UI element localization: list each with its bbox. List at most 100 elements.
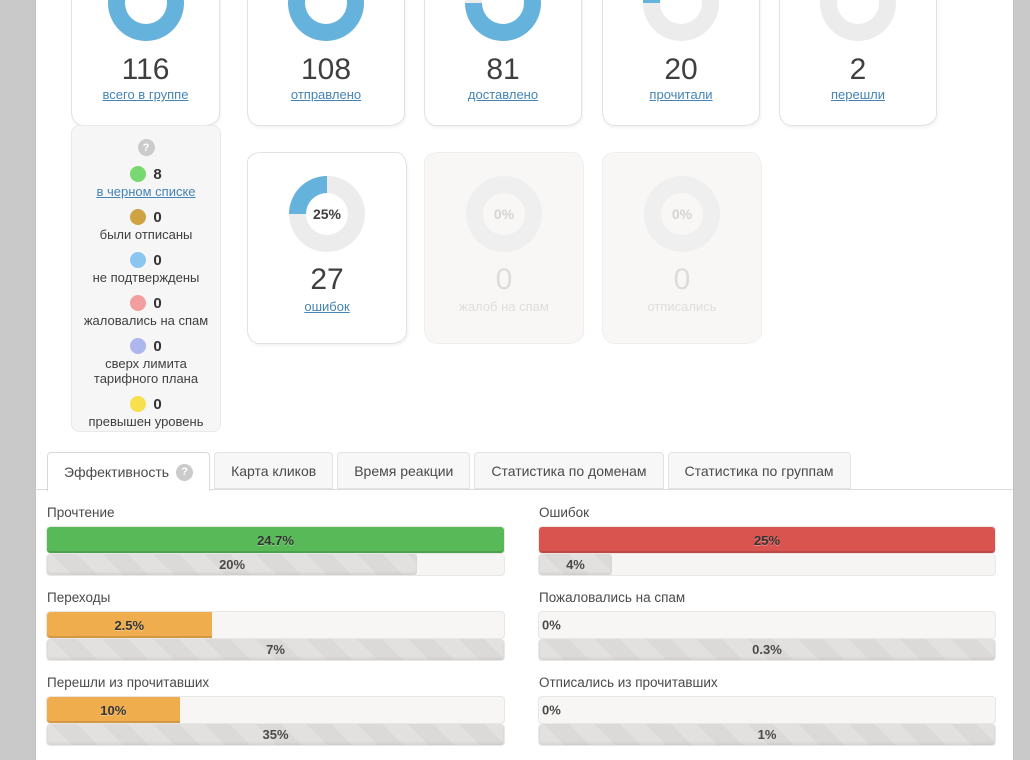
summary-card-delivered: 75% 81 доставлено	[424, 0, 582, 126]
stat-value: 0	[153, 251, 162, 269]
stat-link-blacklist[interactable]: в черном списке	[96, 184, 196, 199]
donut-chart-spam-complaints	[466, 176, 542, 252]
left-edge-strip	[0, 0, 36, 760]
card-value: 27	[310, 263, 344, 296]
tab-group-stats[interactable]: Статистика по группам	[667, 452, 851, 489]
card-link-spam-complaints: жалоб на спам	[459, 299, 549, 314]
tab-click-map[interactable]: Карта кликов	[214, 452, 334, 489]
card-value: 0	[673, 263, 691, 296]
tab-effectiveness[interactable]: Эффективность ?	[47, 452, 211, 491]
bar-title: Переходы	[47, 590, 111, 605]
average-bar-label: 20%	[219, 557, 246, 572]
stat-value: 0	[153, 395, 162, 413]
help-icon[interactable]: ?	[176, 463, 194, 481]
card-link-delivered[interactable]: доставлено	[467, 87, 539, 102]
group-stats-panel: ? 8 в черном списке 0 были отписаны 0 не…	[71, 125, 221, 432]
status-dot-over-limit	[130, 338, 147, 354]
tab-label: Эффективность	[64, 464, 170, 480]
donut-percent-label: 0%	[671, 206, 693, 222]
card-link-errors[interactable]: ошибок	[304, 299, 350, 314]
average-bar-label: 4%	[566, 557, 585, 572]
value-bar-label: 24.7%	[257, 532, 294, 548]
value-bar: 0%	[538, 696, 996, 724]
card-link-read[interactable]: прочитали	[649, 87, 713, 102]
tabs-divider	[35, 489, 1013, 490]
value-bar: 24.7%	[46, 526, 505, 554]
value-bar-fill: 10%	[47, 697, 180, 723]
help-icon[interactable]: ?	[137, 139, 155, 156]
stat-label: не подтверждены	[92, 270, 200, 285]
average-bar: 20%	[46, 554, 505, 576]
donut-percent-label: 0%	[493, 206, 515, 222]
bar-group-unsubscribed-of-read: Отписались из прочитавших 0% 1%	[538, 675, 996, 746]
tab-reaction-time[interactable]: Время реакции	[337, 452, 471, 489]
card-value: 0	[495, 263, 513, 296]
value-bar-fill: 24.7%	[47, 527, 504, 553]
bar-group-read: Прочтение 24.7% 20%	[46, 505, 505, 576]
average-bar-fill: 20%	[47, 554, 418, 575]
bar-title: Перешли из прочитавших	[47, 675, 210, 690]
value-bar-fill: 25%	[539, 527, 995, 553]
stat-label: сверх лимита тарифного плана	[93, 356, 199, 386]
value-bar: 0%	[538, 611, 996, 639]
card-link-total-in-group[interactable]: всего в группе	[102, 87, 189, 102]
tab-label: Карта кликов	[231, 462, 317, 479]
stat-item-unconfirmed: 0 не подтверждены	[92, 251, 200, 286]
average-bar: 1%	[538, 724, 996, 746]
tab-label: Время реакции	[354, 462, 454, 479]
stat-item-spam-complaints: 0 жаловались на спам	[84, 294, 208, 329]
average-bar-label: 35%	[262, 727, 289, 742]
bar-group-errors: Ошибок 25% 4%	[538, 505, 996, 576]
average-bar-fill: 35%	[47, 724, 504, 745]
value-bar-label: 0%	[542, 617, 561, 633]
summary-card-read: 24.7% 20 прочитали	[602, 0, 760, 126]
bars-left-column: Прочтение 24.7% 20% Переходы 2.5%	[46, 505, 505, 760]
summary-card-sent: 100% 108 отправлено	[247, 0, 405, 126]
right-edge-strip	[1013, 0, 1030, 760]
stat-value: 0	[153, 294, 162, 312]
value-bar-label: 10%	[100, 702, 127, 718]
card-link-clicked[interactable]: перешли	[830, 87, 885, 102]
donut-chart-read	[643, 0, 719, 41]
bar-title: Отписались из прочитавших	[539, 675, 718, 690]
average-bar-fill: 0.3%	[539, 639, 995, 660]
average-bar-fill: 1%	[539, 724, 995, 745]
value-bar: 10%	[46, 696, 505, 724]
value-bar-fill: 2.5%	[47, 612, 212, 638]
stat-label: превышен уровень беспокойства	[88, 414, 204, 431]
donut-chart-total	[107, 0, 184, 41]
detail-card-spam-complaints: 0% 0 жалоб на спам	[424, 152, 584, 344]
card-value: 20	[664, 53, 698, 86]
average-bar-fill: 4%	[539, 554, 612, 575]
detail-card-unsubscribed: 0% 0 отписались	[602, 152, 762, 344]
bar-title: Ошибок	[539, 505, 590, 520]
bar-title: Прочтение	[47, 505, 115, 520]
card-value: 116	[121, 53, 170, 86]
summary-card-clicked: 2.5% 2 перешли	[779, 0, 937, 126]
card-link-sent[interactable]: отправлено	[290, 87, 362, 102]
average-bar: 7%	[46, 639, 505, 661]
card-value: 108	[300, 53, 352, 86]
value-bar-label: 0%	[542, 702, 561, 718]
bar-title: Пожаловались на спам	[539, 590, 686, 605]
stat-value: 8	[153, 165, 162, 183]
stat-value: 0	[153, 208, 162, 226]
tab-bar: Эффективность ? Карта кликов Время реакц…	[47, 452, 851, 491]
status-dot-anxiety-level	[130, 396, 147, 412]
status-dot-blacklist	[130, 166, 147, 182]
status-dot-spam-complaints	[130, 295, 147, 311]
card-value: 81	[486, 53, 520, 86]
detail-card-errors: 25% 27 ошибок	[247, 152, 407, 344]
bar-group-clicks: Переходы 2.5% 7%	[46, 590, 505, 661]
bar-group-clicked-of-read: Перешли из прочитавших 10% 35%	[46, 675, 505, 746]
bars-right-column: Ошибок 25% 4% Пожаловались на спам 0% 0.…	[538, 505, 996, 760]
average-bar-label: 0.3%	[752, 642, 782, 657]
donut-chart-unsubscribed	[644, 176, 720, 252]
value-bar: 2.5%	[46, 611, 505, 639]
average-bar-label: 1%	[757, 727, 777, 742]
tab-label: Статистика по группам	[684, 462, 834, 479]
average-bar: 0.3%	[538, 639, 996, 661]
tab-domain-stats[interactable]: Статистика по доменам	[474, 452, 664, 489]
donut-chart-clicked	[820, 0, 896, 41]
